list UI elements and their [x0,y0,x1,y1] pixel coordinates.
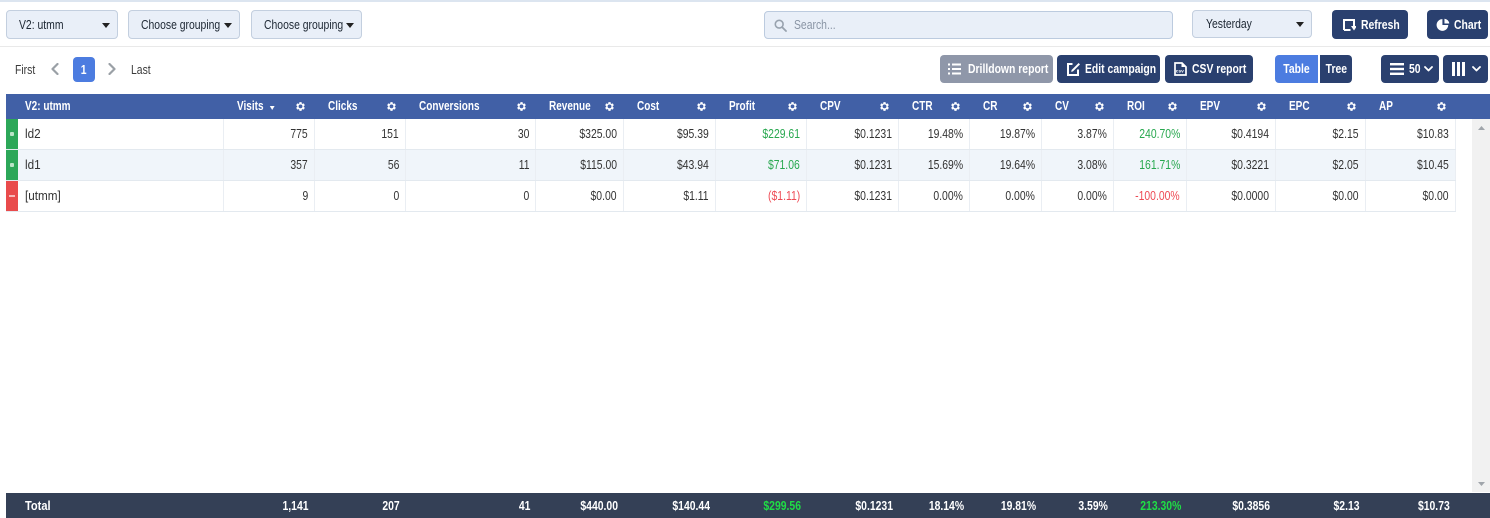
svg-text:csv: csv [1176,70,1184,75]
